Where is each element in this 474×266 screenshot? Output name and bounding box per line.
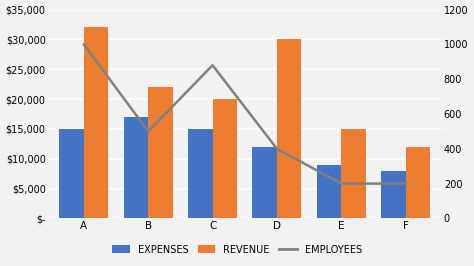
Bar: [381, 171, 406, 218]
Bar: [253, 147, 277, 218]
Bar: [341, 129, 366, 218]
Bar: [124, 117, 148, 218]
Bar: [406, 147, 430, 218]
Bar: [212, 99, 237, 218]
Bar: [84, 27, 109, 218]
Legend: EXPENSES, REVENUE, EMPLOYEES: EXPENSES, REVENUE, EMPLOYEES: [109, 241, 365, 259]
Bar: [148, 87, 173, 218]
Bar: [277, 39, 301, 218]
Bar: [317, 165, 341, 218]
Bar: [188, 129, 212, 218]
Bar: [59, 129, 84, 218]
